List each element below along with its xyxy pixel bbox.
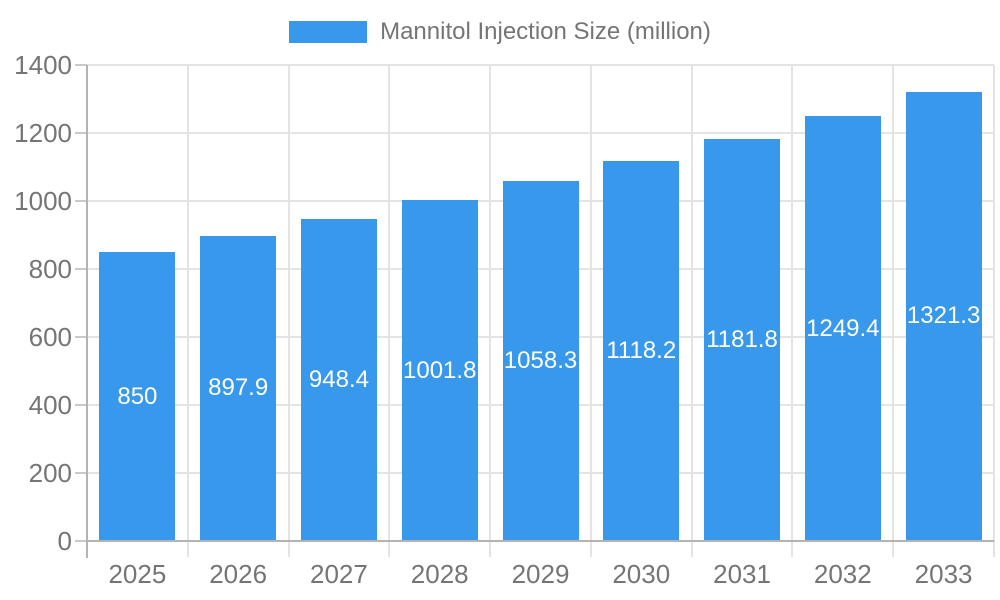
x-tick xyxy=(892,541,895,557)
y-tick-label: 400 xyxy=(28,390,72,420)
x-tick xyxy=(589,541,592,557)
y-tick xyxy=(75,132,87,134)
y-tick xyxy=(75,64,87,66)
h-gridline xyxy=(87,132,994,134)
x-tick-label: 2029 xyxy=(511,559,570,589)
bar-value-label: 1321.3 xyxy=(906,302,981,330)
v-gridline xyxy=(489,65,492,541)
bar-value-label: 850 xyxy=(117,382,158,410)
y-tick-label: 1200 xyxy=(14,118,72,148)
y-tick xyxy=(75,472,87,474)
bar[interactable] xyxy=(502,181,579,541)
y-tick-label: 1000 xyxy=(14,186,72,216)
x-tick xyxy=(287,541,290,557)
x-axis-line xyxy=(87,540,994,542)
y-tick-label: 1400 xyxy=(14,50,72,80)
x-tick xyxy=(186,541,189,557)
y-axis-line xyxy=(86,65,88,558)
bar-value-label: 1249.4 xyxy=(806,314,880,342)
y-tick xyxy=(75,404,87,406)
v-gridline xyxy=(690,65,693,541)
h-gridline xyxy=(87,64,994,66)
v-gridline xyxy=(186,65,189,541)
x-tick xyxy=(388,541,391,557)
x-tick-label: 2026 xyxy=(209,559,268,589)
y-tick-label: 0 xyxy=(57,526,72,556)
legend-label: Mannitol Injection Size (million) xyxy=(380,18,711,45)
x-tick-label: 2027 xyxy=(310,559,368,589)
bar-value-label: 1058.3 xyxy=(503,347,578,375)
v-gridline xyxy=(892,65,895,541)
legend-swatch[interactable] xyxy=(289,21,368,43)
legend[interactable]: Mannitol Injection Size (million) xyxy=(0,18,1000,46)
x-tick-label: 2032 xyxy=(813,559,872,589)
bar[interactable] xyxy=(804,116,881,541)
x-tick-label: 2031 xyxy=(713,559,771,589)
bar[interactable] xyxy=(905,91,982,541)
x-tick-label: 2025 xyxy=(108,559,167,589)
bar[interactable] xyxy=(200,235,277,541)
bar-value-label: 897.9 xyxy=(208,374,269,402)
bar[interactable] xyxy=(99,252,176,541)
v-gridline xyxy=(388,65,391,541)
x-tick xyxy=(690,541,693,557)
bar[interactable] xyxy=(704,139,781,541)
x-tick-label: 2033 xyxy=(914,559,973,589)
y-tick xyxy=(75,336,87,338)
bar-value-label: 948.4 xyxy=(308,365,369,393)
x-tick-label: 2028 xyxy=(410,559,469,589)
x-tick-label: 2030 xyxy=(612,559,671,589)
y-tick-label: 800 xyxy=(28,254,72,284)
bar-value-label: 1181.8 xyxy=(706,326,778,354)
v-gridline xyxy=(589,65,592,541)
x-tick xyxy=(489,541,492,557)
bar[interactable] xyxy=(603,160,680,541)
bar[interactable] xyxy=(300,218,377,541)
v-gridline xyxy=(287,65,290,541)
x-tick xyxy=(993,541,995,557)
v-gridline xyxy=(993,65,995,541)
x-tick xyxy=(791,541,794,557)
y-tick xyxy=(75,268,87,270)
y-tick xyxy=(75,200,87,202)
bar[interactable] xyxy=(401,200,478,541)
bar-value-label: 1001.8 xyxy=(403,356,477,384)
v-gridline xyxy=(791,65,794,541)
y-tick-label: 200 xyxy=(28,458,72,488)
y-tick-label: 600 xyxy=(28,322,72,352)
bar-value-label: 1118.2 xyxy=(606,336,677,364)
y-tick xyxy=(75,540,87,542)
